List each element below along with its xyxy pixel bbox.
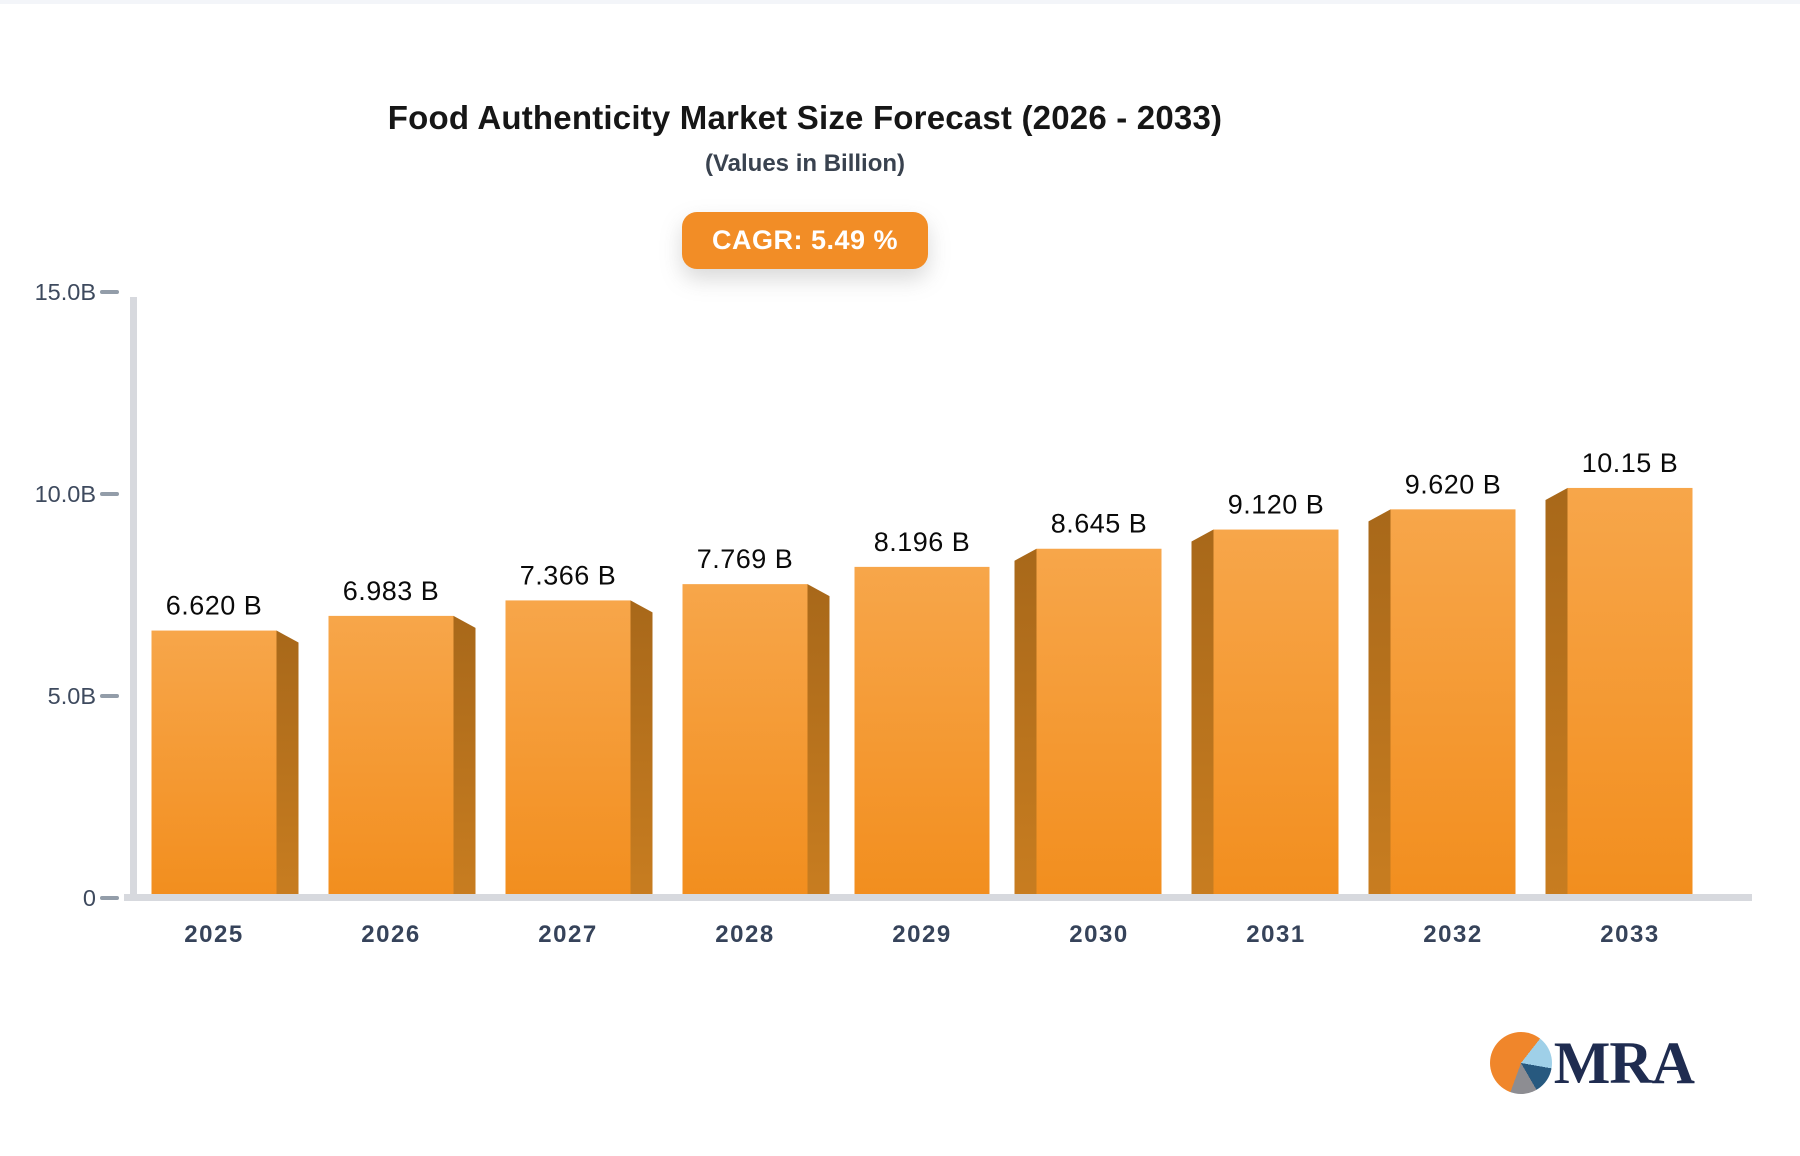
bar-2033: [1567, 487, 1693, 898]
cagr-badge: CAGR: 5.49 %: [681, 212, 929, 269]
bar-side-2032: [1368, 509, 1391, 898]
bar-value-label: 9.120 B: [1228, 490, 1325, 520]
y-axis-tick: [100, 694, 119, 698]
x-axis-label-2025: 2025: [184, 921, 243, 948]
bar-side-2027: [630, 600, 653, 898]
bar-2031: [1213, 529, 1339, 898]
bar-2032: [1390, 509, 1516, 898]
bar-chart: 0 5.0B 10.0B 15.0B 6.620 B 2025 6.983 B 2026 7.3…: [0, 4, 1800, 1156]
y-axis-label: 15.0B: [35, 279, 96, 305]
bar-side-2026: [453, 615, 476, 898]
x-axis-label-2032: 2032: [1423, 921, 1482, 948]
chart-header: Food Authenticity Market Size Forecast (…: [0, 4, 1610, 269]
bar-value-label: 8.645 B: [1051, 509, 1148, 539]
bar-value-label: 6.620 B: [166, 591, 263, 621]
pie-logo-icon: [1489, 1032, 1552, 1094]
y-axis-label: 0: [83, 885, 96, 911]
bar-value-label: 7.769 B: [697, 544, 794, 574]
x-axis-line: [124, 894, 1752, 901]
bar-value-label: 7.366 B: [520, 560, 617, 590]
bar-value-label: 8.196 B: [874, 527, 971, 557]
bar-side-2025: [276, 630, 299, 898]
bar-side-2028: [807, 584, 830, 898]
chart-card: Food Authenticity Market Size Forecast (…: [0, 4, 1800, 1156]
bar-value-label: 9.620 B: [1405, 469, 1502, 499]
chart-title: Food Authenticity Market Size Forecast (…: [387, 99, 1223, 136]
bar-side-2030: [1014, 548, 1037, 898]
bar-2027: [505, 600, 631, 898]
y-axis-line: [130, 297, 137, 901]
bar-value-label: 10.15 B: [1582, 448, 1679, 478]
x-axis-label-2027: 2027: [538, 921, 597, 948]
y-axis-tick: [100, 492, 119, 496]
bar-2026: [328, 615, 454, 898]
bar-side-2033: [1545, 487, 1568, 898]
bar-value-label: 6.983 B: [343, 576, 440, 606]
bar-2029: [854, 566, 990, 898]
x-axis-label-2030: 2030: [1069, 921, 1128, 948]
bar-side-2031: [1191, 529, 1214, 898]
brand-logo-text: MRA: [1553, 1030, 1695, 1096]
bar-chart-svg: 0 5.0B 10.0B 15.0B 6.620 B 2025 6.983 B 2026 7.3…: [35, 279, 1752, 948]
y-axis-tick: [100, 896, 119, 900]
x-axis-label-2031: 2031: [1246, 921, 1305, 948]
chart-subtitle: (Values in Billion): [704, 150, 906, 177]
y-axis-label: 5.0B: [48, 683, 96, 709]
x-axis-label-2033: 2033: [1600, 921, 1659, 948]
bar-2025: [151, 630, 277, 898]
bar-2030: [1036, 548, 1162, 898]
x-axis-label-2026: 2026: [361, 921, 420, 948]
y-axis-tick: [100, 290, 119, 294]
y-axis-label: 10.0B: [35, 481, 96, 507]
brand-logo: MRA: [1489, 1030, 1695, 1096]
bar-2028: [682, 584, 808, 898]
x-axis-label-2028: 2028: [715, 921, 774, 948]
x-axis-label-2029: 2029: [892, 921, 951, 948]
